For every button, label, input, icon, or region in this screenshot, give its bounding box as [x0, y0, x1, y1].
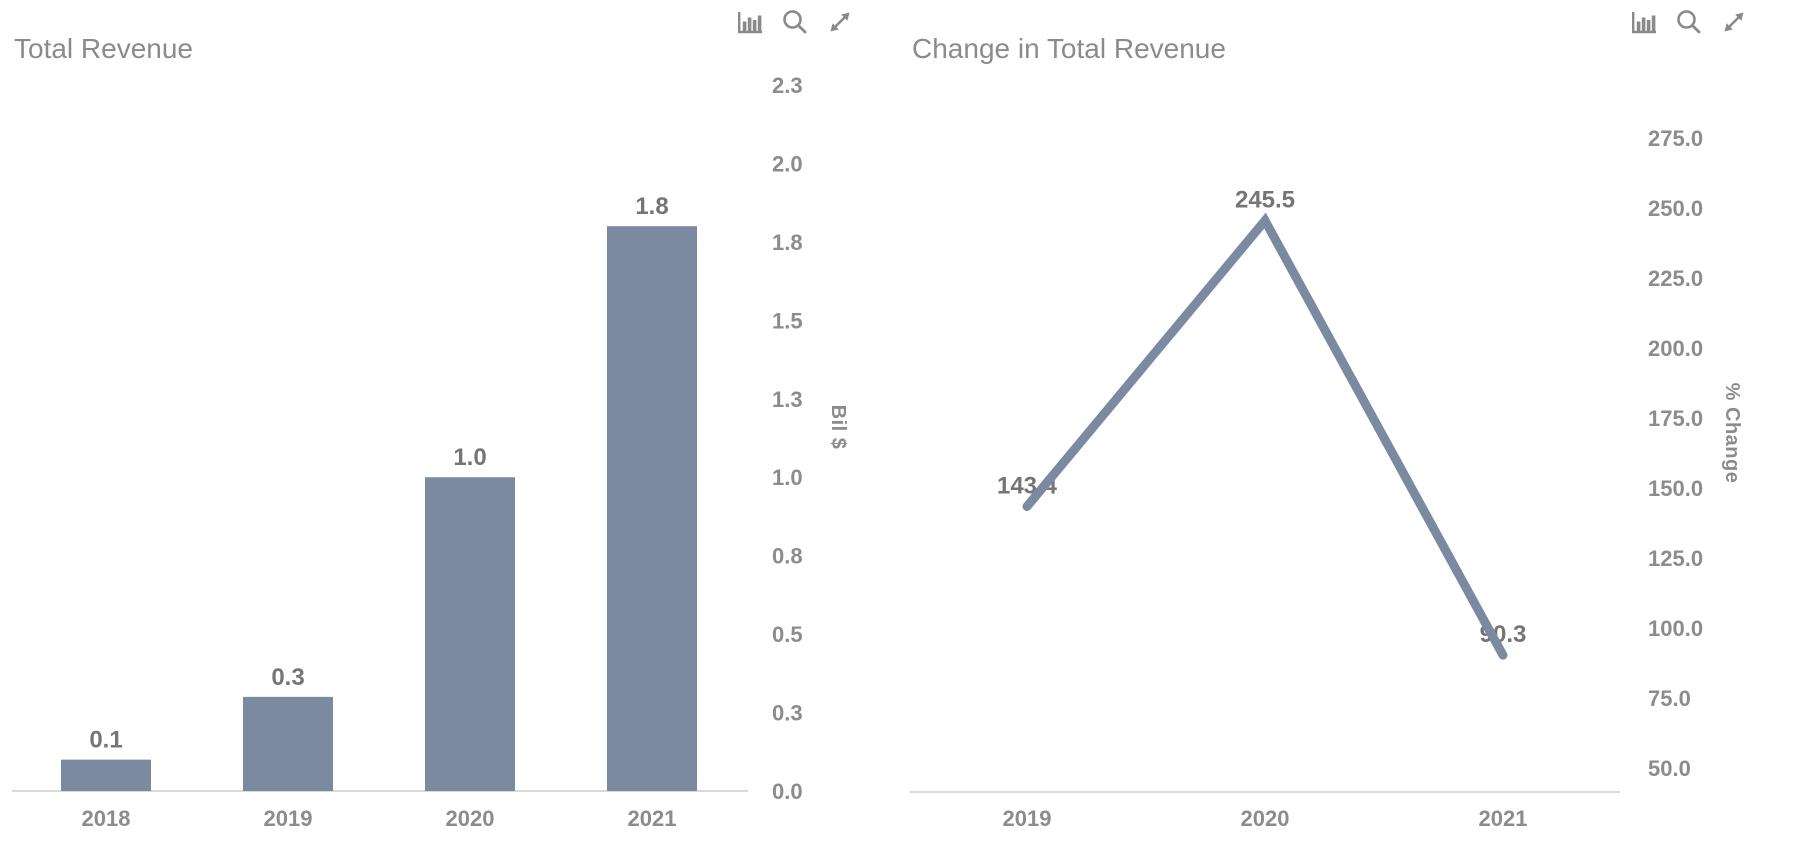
bar-value-label: 0.1: [89, 727, 122, 754]
bar-value-label: 1.0: [453, 444, 486, 471]
y-tick-label: 100.0: [1648, 616, 1703, 641]
bar[interactable]: [243, 696, 333, 791]
expand-icon[interactable]: [826, 8, 854, 36]
line-series[interactable]: [1022, 212, 1508, 660]
bar[interactable]: [61, 759, 151, 791]
y-tick-label: 0.5: [772, 622, 803, 647]
zoom-icon[interactable]: [781, 8, 809, 36]
chart-panel-total-revenue: 2.3 2.0 1.8 1.5 1.3 1.0 0.8 0.5 0.3 0.0 Bil $ 2018 2…: [12, 8, 854, 831]
expand-icon[interactable]: [1720, 8, 1748, 36]
y-tick-label: 0.0: [772, 779, 803, 804]
x-tick-label: 2020: [446, 806, 495, 831]
line-chart-canvas: 275.0 250.0 225.0 200.0 175.0 150.0 125.0 100.0…: [910, 126, 1743, 831]
y-axis-title: Bil $: [827, 405, 849, 450]
y-tick-label: 75.0: [1648, 686, 1691, 711]
y-tick-label: 1.5: [772, 308, 803, 333]
y-tick-label: 225.0: [1648, 266, 1703, 291]
bar[interactable]: [607, 226, 697, 791]
y-tick-label: 250.0: [1648, 196, 1703, 221]
chart-panel-change-in-total-revenue: 275.0 250.0 225.0 200.0 175.0 150.0 125.0 100.0…: [902, 0, 1804, 866]
x-tick-label: 2019: [1003, 806, 1052, 831]
y-tick-label: 0.8: [772, 544, 803, 569]
y-tick-label: 275.0: [1648, 126, 1703, 151]
bar[interactable]: [425, 477, 515, 791]
chart-toolbar: [736, 8, 854, 36]
zoom-icon[interactable]: [1675, 8, 1703, 36]
bar-chart-canvas: 2.3 2.0 1.8 1.5 1.3 1.0 0.8 0.5 0.3 0.0 Bil $ 2018 2…: [12, 73, 849, 831]
y-tick-label: 0.3: [772, 701, 803, 726]
chart-title: Change in Total Revenue: [912, 33, 1226, 64]
y-tick-label: 200.0: [1648, 336, 1703, 361]
x-tick-label: 2021: [628, 806, 677, 831]
y-tick-label: 1.3: [772, 387, 803, 412]
bar-value-label: 1.8: [635, 193, 668, 220]
y-tick-label: 175.0: [1648, 406, 1703, 431]
y-tick-label: 150.0: [1648, 476, 1703, 501]
y-axis-title: % Change: [1721, 383, 1743, 484]
x-tick-label: 2018: [82, 806, 131, 831]
bar-chart-icon[interactable]: [1630, 8, 1658, 36]
y-tick-label: 2.3: [772, 73, 803, 98]
chart-title: Total Revenue: [14, 33, 194, 64]
y-tick-label: 1.8: [772, 230, 803, 255]
point-value-label: 245.5: [1235, 187, 1295, 214]
y-tick-label: 50.0: [1648, 756, 1691, 781]
chart-toolbar: [1630, 8, 1748, 36]
y-tick-label: 1.0: [772, 465, 803, 490]
x-tick-label: 2020: [1241, 806, 1290, 831]
y-tick-label: 2.0: [772, 151, 803, 176]
bar-chart-icon[interactable]: [736, 8, 764, 36]
y-tick-label: 125.0: [1648, 546, 1703, 571]
x-tick-label: 2021: [1479, 806, 1528, 831]
x-tick-label: 2019: [264, 806, 313, 831]
bar-value-label: 0.3: [271, 664, 304, 691]
